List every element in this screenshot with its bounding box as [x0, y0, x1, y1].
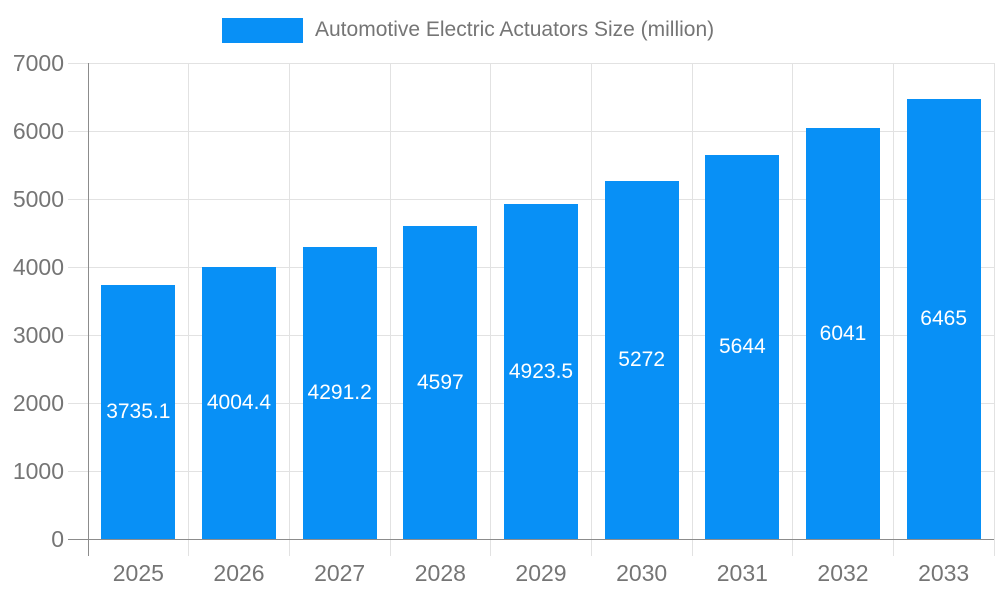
- y-axis-tick-label: 7000: [12, 50, 64, 76]
- legend[interactable]: Automotive Electric Actuators Size (mill…: [222, 17, 714, 43]
- y-axis-line: [87, 63, 89, 556]
- bar-2027[interactable]: [302, 247, 377, 539]
- gridline-vertical: [691, 63, 693, 556]
- gridline-horizontal: [68, 130, 994, 132]
- x-axis-tick-label: 2033: [918, 560, 970, 586]
- bar-value-label: 4004.4: [206, 390, 272, 414]
- x-axis-tick-label: 2032: [817, 560, 869, 586]
- y-axis-tick-label: 6000: [12, 118, 64, 144]
- x-axis-tick-label: 2025: [112, 560, 164, 586]
- bar-2032[interactable]: [806, 128, 880, 539]
- bar-value-label: 5272: [618, 347, 666, 371]
- gridline-vertical: [288, 63, 290, 556]
- bar-value-label: 3735.1: [106, 400, 171, 423]
- bar-value-label: 6465: [920, 307, 968, 331]
- gridline-vertical: [490, 63, 492, 556]
- gridline-vertical: [792, 63, 794, 556]
- gridline-vertical: [993, 63, 995, 556]
- x-axis-tick-label: 2026: [213, 560, 265, 586]
- bar-2031[interactable]: [705, 155, 780, 539]
- x-axis-tick-label: 2027: [314, 560, 366, 586]
- gridline-vertical: [892, 63, 894, 556]
- y-axis-tick-label: 5000: [12, 186, 64, 212]
- bar-2028[interactable]: [403, 226, 478, 539]
- x-axis-tick-label: 2029: [515, 560, 567, 586]
- gridline-horizontal: [68, 62, 994, 64]
- y-axis-tick-label: 2000: [12, 390, 64, 416]
- bar-value-label: 6041: [819, 321, 867, 345]
- gridline-vertical: [188, 63, 190, 556]
- bar-2026[interactable]: [202, 266, 276, 539]
- y-axis-tick-label: 3000: [12, 322, 64, 348]
- gridline-vertical: [389, 63, 391, 556]
- bar-value-label: 4291.2: [307, 381, 372, 405]
- bar-2033[interactable]: [906, 99, 981, 539]
- bar-2029[interactable]: [504, 204, 578, 539]
- y-axis-tick-label: 4000: [12, 254, 64, 280]
- x-axis-tick-label: 2028: [414, 560, 466, 586]
- legend-swatch-icon[interactable]: [222, 17, 303, 43]
- bar-2030[interactable]: [604, 180, 679, 539]
- gridline-vertical: [590, 63, 592, 556]
- y-axis-tick-label: 0: [51, 526, 64, 552]
- bar-2025[interactable]: [101, 285, 176, 539]
- x-axis-tick-label: 2031: [716, 560, 768, 586]
- legend-label[interactable]: Automotive Electric Actuators Size (mill…: [315, 18, 715, 41]
- x-axis-tick-label: 2030: [616, 560, 668, 586]
- x-axis-line: [68, 538, 994, 540]
- bar-value-label: 5644: [718, 335, 766, 359]
- y-axis-tick-label: 1000: [12, 458, 64, 484]
- bar-value-label: 4923.5: [508, 359, 574, 383]
- gridline-horizontal: [68, 198, 994, 200]
- bar-value-label: 4597: [416, 370, 464, 394]
